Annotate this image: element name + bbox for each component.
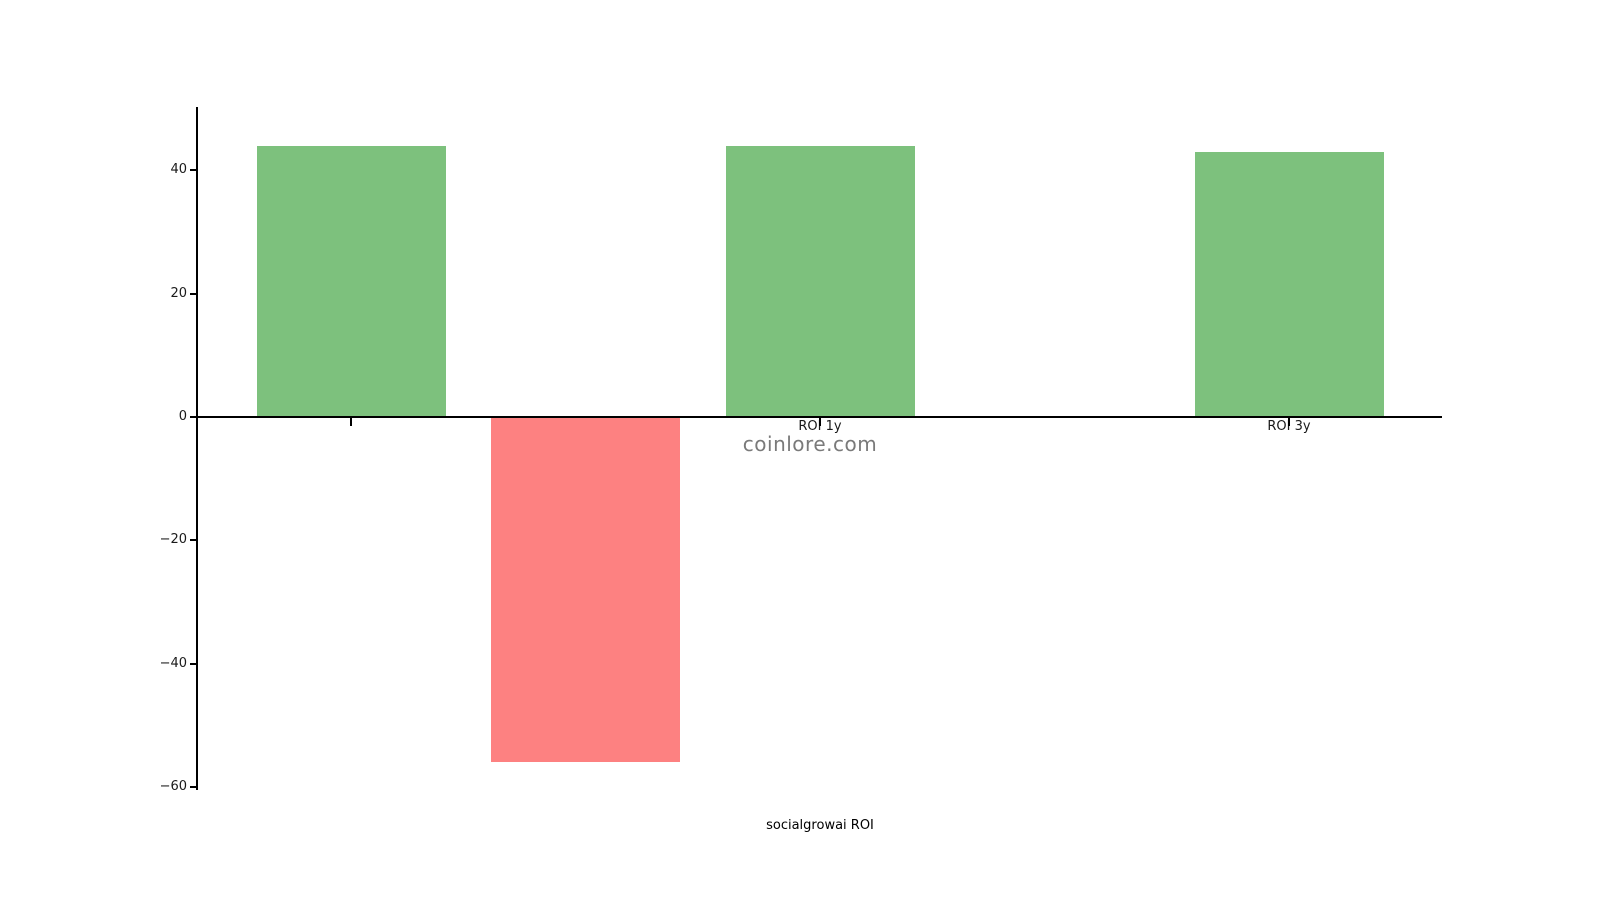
y-axis-tick xyxy=(190,786,196,788)
y-axis-tick xyxy=(190,663,196,665)
y-tick-label: 40 xyxy=(170,162,187,177)
y-axis-tick xyxy=(190,539,196,541)
y-tick-label: −40 xyxy=(159,656,187,671)
bar-roi-1y xyxy=(726,146,915,417)
y-axis-line xyxy=(196,107,198,790)
bar-roi-3y xyxy=(1195,152,1384,417)
y-tick-label: −20 xyxy=(159,532,187,547)
y-tick-label: −60 xyxy=(159,779,187,794)
bar-slot-0 xyxy=(257,146,446,417)
y-axis-tick xyxy=(190,293,196,295)
x-axis-tick xyxy=(350,417,352,426)
x-axis-tick xyxy=(819,417,821,426)
x-tick-label: ROI 1y xyxy=(798,419,842,434)
bar-slot-1 xyxy=(491,417,680,762)
x-tick-label: ROI 3y xyxy=(1267,419,1311,434)
chart-title: socialgrowai ROI xyxy=(766,818,874,833)
watermark: coinlore.com xyxy=(742,432,878,456)
y-tick-label: 0 xyxy=(178,409,187,424)
y-tick-label: 20 xyxy=(170,286,187,301)
x-axis-tick xyxy=(1288,417,1290,426)
y-axis-tick xyxy=(190,416,196,418)
y-axis-tick xyxy=(190,169,196,171)
